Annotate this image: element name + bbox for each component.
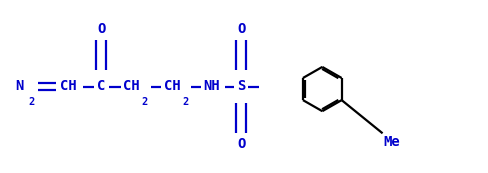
Text: N: N: [15, 80, 23, 93]
Text: C: C: [97, 80, 105, 93]
Text: CH: CH: [163, 80, 180, 93]
Text: 2: 2: [142, 97, 148, 107]
Text: O: O: [236, 136, 245, 151]
Text: CH: CH: [60, 80, 76, 93]
Text: O: O: [236, 22, 245, 37]
Text: O: O: [97, 22, 105, 37]
Text: S: S: [236, 80, 245, 93]
Text: CH: CH: [123, 80, 140, 93]
Text: 2: 2: [28, 97, 35, 107]
Text: NH: NH: [203, 80, 220, 93]
Text: 2: 2: [182, 97, 188, 107]
Text: Me: Me: [382, 135, 399, 149]
